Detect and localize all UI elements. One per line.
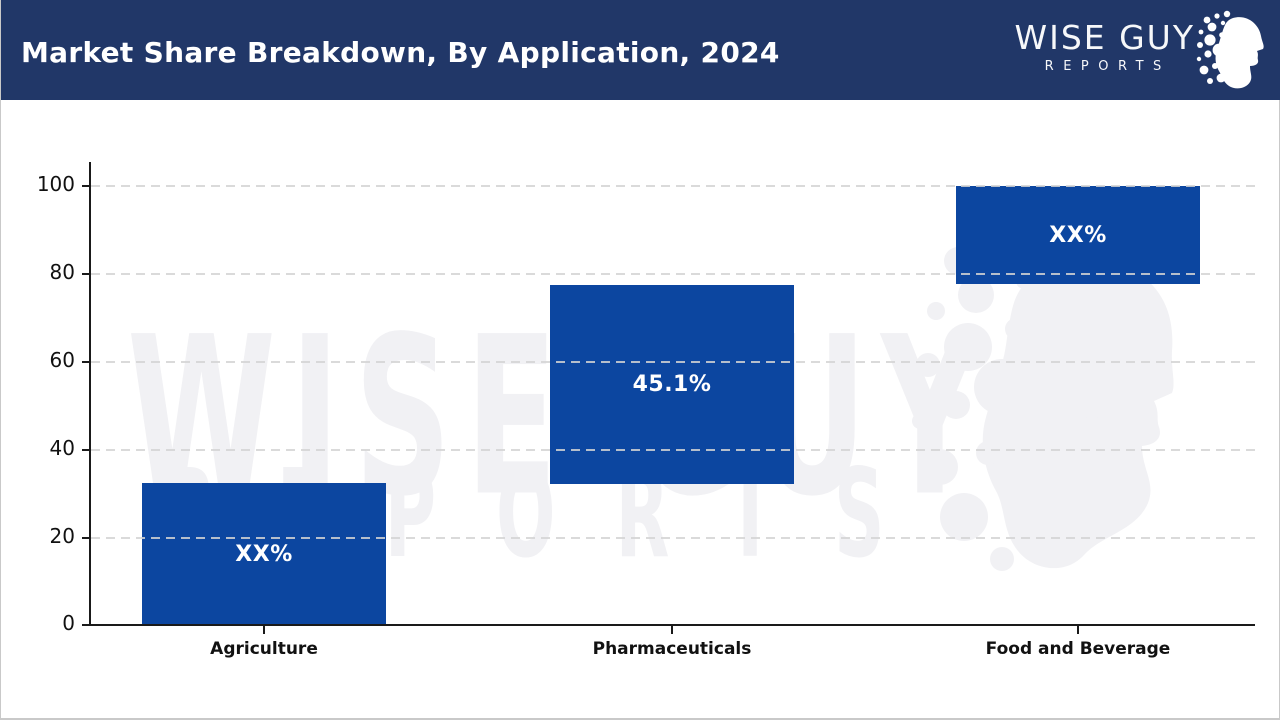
wise-guy-reports-logo: WISE GUY REPORTS [1014,6,1267,94]
y-axis-line [89,162,91,626]
y-tick-60 [82,361,89,363]
y-tick-80 [82,273,89,275]
gridline-60 [91,361,1255,363]
bar-food-and-beverage: XX% [956,186,1200,284]
gridline-80 [91,273,1255,275]
x-category-label-food-and-beverage: Food and Beverage [985,639,1171,659]
gridline-100 [91,185,1255,187]
x-category-label-agriculture: Agriculture [210,639,318,659]
bar-agriculture: XX% [142,483,386,626]
x-tick-food-and-beverage [1077,626,1079,634]
chart-title: Market Share Breakdown, By Application, … [21,36,780,69]
y-tick-label-20: 20 [49,524,75,548]
bar-pharmaceuticals-value-label: 45.1% [632,372,712,397]
y-tick-label-0: 0 [62,611,75,635]
y-tick-label-100: 100 [36,172,75,196]
bar-pharmaceuticals: 45.1% [550,285,794,484]
x-axis-line [89,624,1255,626]
x-category-label-pharmaceuticals: Pharmaceuticals [592,639,752,659]
y-tick-40 [82,449,89,451]
gridline-40 [91,449,1255,451]
logo-reports-label: REPORTS [1044,59,1171,74]
y-tick-label-60: 60 [49,348,75,372]
x-tick-agriculture [263,626,265,634]
logo-text: WISE GUY REPORTS [1014,18,1195,74]
logo-head-icon [1196,10,1264,89]
bar-food-and-beverage-value-label: XX% [1049,222,1107,248]
y-tick-20 [82,537,89,539]
gridline-20 [91,537,1255,539]
y-tick-label-40: 40 [49,436,75,460]
y-tick-100 [82,185,89,187]
header-bar: Market Share Breakdown, By Application, … [1,0,1280,100]
bar-agriculture-value-label: XX% [235,542,293,567]
x-tick-pharmaceuticals [671,626,673,634]
y-tick-0 [82,624,89,626]
y-tick-label-80: 80 [49,260,75,284]
logo-wiseguy-label: WISE GUY [1014,18,1195,57]
